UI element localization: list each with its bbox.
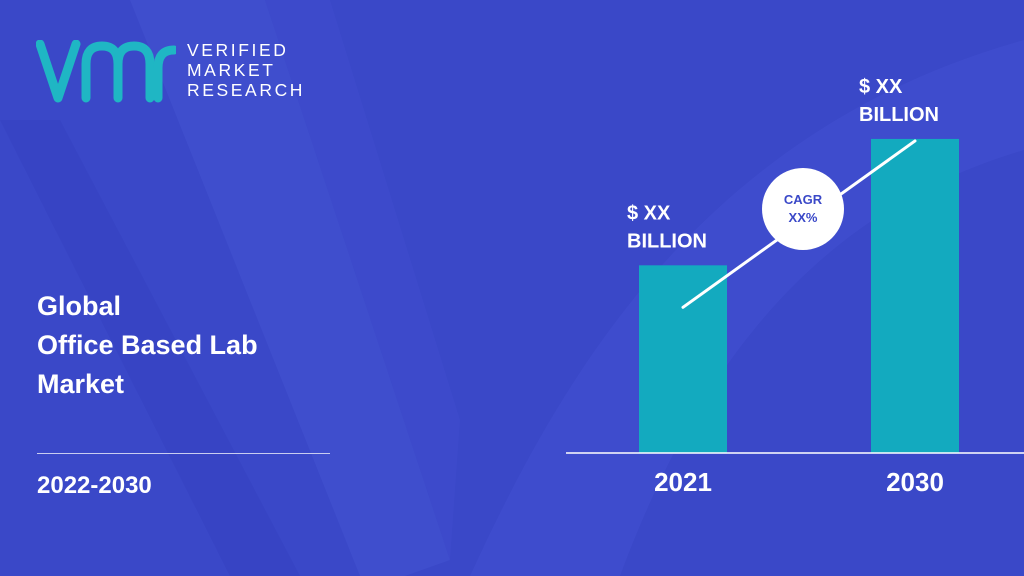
title-line-1: Global [37, 291, 122, 321]
brand-line-2: MARKET [187, 60, 276, 80]
x-tick-2030: 2030 [886, 467, 944, 497]
data-label-2030-line-1: $ XX [859, 76, 903, 98]
data-label-2021-line-2: BILLION [627, 230, 707, 252]
x-tick-2021: 2021 [654, 467, 712, 497]
title-divider [37, 453, 330, 454]
report-title: Global Office Based Lab Market [37, 287, 337, 404]
bar-2021 [639, 265, 727, 453]
report-period: 2022-2030 [37, 472, 152, 499]
title-line-2: Office Based Lab [37, 330, 258, 360]
title-line-3: Market [37, 369, 125, 399]
data-label-2021-line-1: $ XX [627, 202, 671, 224]
brand-line-3: RESEARCH [187, 80, 306, 100]
cagr-badge: CAGR XX% [762, 168, 844, 250]
bar-2030 [871, 138, 959, 453]
cagr-label: CAGR [783, 192, 823, 207]
brand-logo: VERIFIED MARKET RESEARCH [36, 38, 326, 108]
data-label-2030-line-2: BILLION [859, 104, 939, 126]
vmr-logo-icon [36, 40, 176, 103]
brand-wordmark: VERIFIED MARKET RESEARCH [187, 40, 305, 100]
cagr-value: XX% [788, 210, 818, 225]
brand-line-1: VERIFIED [187, 40, 289, 60]
